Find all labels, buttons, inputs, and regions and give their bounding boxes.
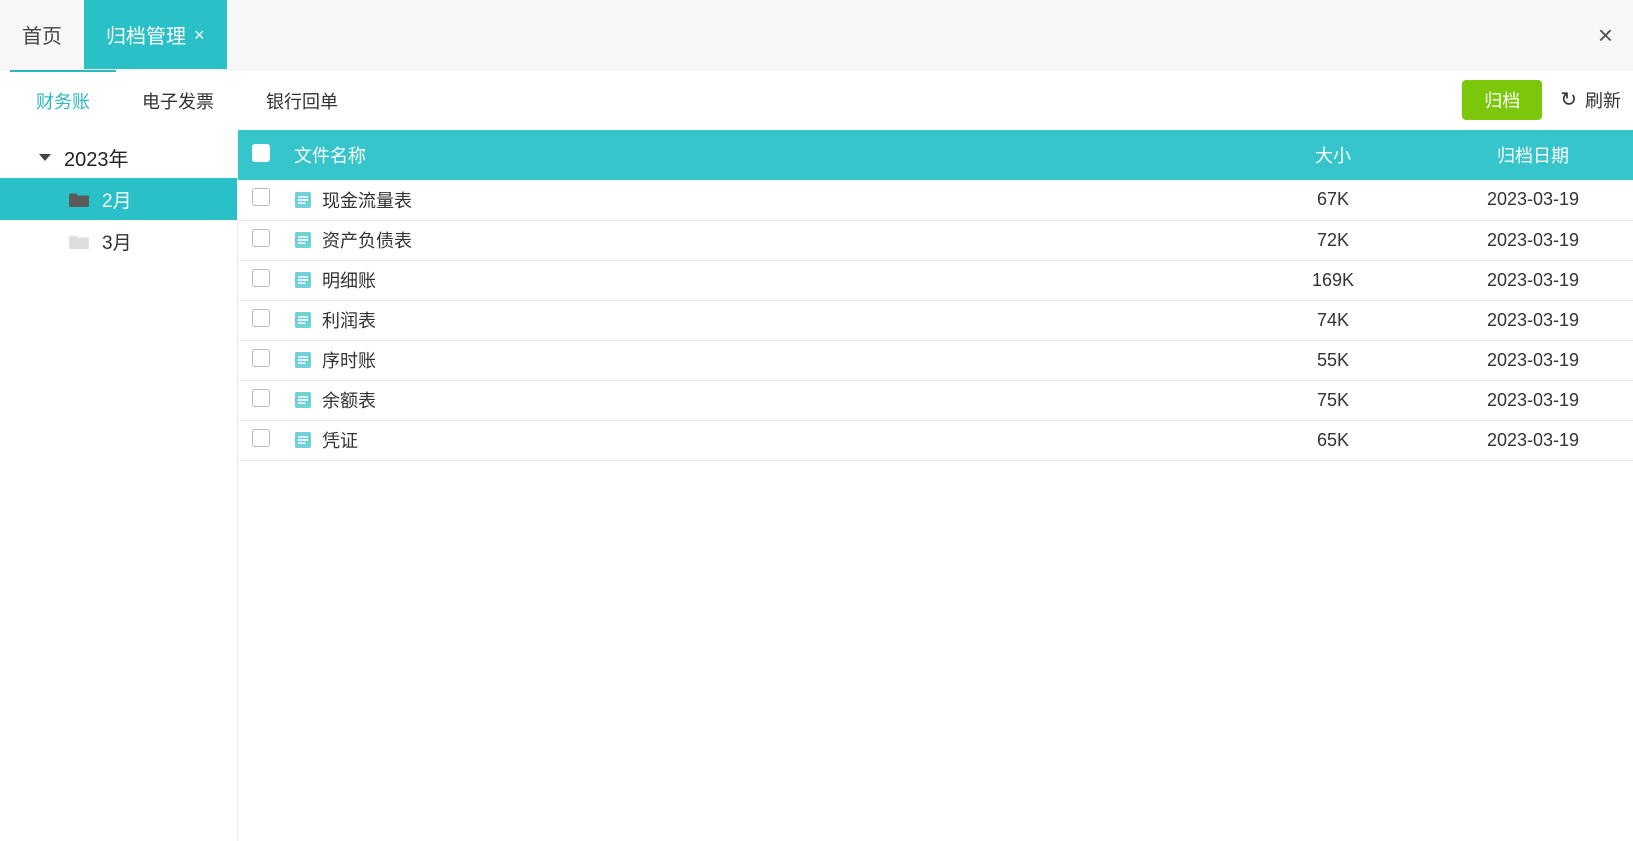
file-archive-date: 2023-03-19: [1433, 340, 1633, 380]
col-header-label: 归档日期: [1497, 146, 1569, 166]
folder-icon: [68, 191, 90, 207]
page-tab-label: 首页: [22, 20, 62, 49]
document-icon: [294, 191, 312, 209]
file-size: 74K: [1233, 300, 1433, 340]
file-name-cell: 利润表: [294, 307, 1223, 333]
page-tab-archive[interactable]: 归档管理 ×: [84, 0, 227, 69]
table-row[interactable]: 序时账 55K2023-03-19: [238, 340, 1633, 380]
row-checkbox[interactable]: [252, 349, 270, 367]
file-archive-date: 2023-03-19: [1433, 300, 1633, 340]
tab-bankreceipt[interactable]: 银行回单: [240, 70, 364, 130]
file-name-cell: 现金流量表: [294, 187, 1223, 213]
row-checkbox[interactable]: [252, 229, 270, 247]
tab-label: 银行回单: [266, 88, 338, 114]
tree-year-label: 2023年: [64, 143, 129, 172]
document-icon: [294, 351, 312, 369]
file-archive-date: 2023-03-19: [1433, 180, 1633, 220]
chevron-down-icon: [38, 146, 52, 169]
table-row[interactable]: 现金流量表 67K2023-03-19: [238, 180, 1633, 220]
select-all-checkbox[interactable]: [252, 144, 270, 162]
main: 2023年 2月 3月: [0, 130, 1633, 841]
file-size: 65K: [1233, 420, 1433, 460]
close-all-tabs-icon[interactable]: ×: [1598, 22, 1613, 48]
button-label: 归档: [1484, 91, 1520, 111]
folder-icon: [68, 233, 90, 249]
row-checkbox[interactable]: [252, 429, 270, 447]
file-name: 序时账: [322, 347, 376, 373]
table-row[interactable]: 资产负债表 72K2023-03-19: [238, 220, 1633, 260]
file-table: 文件名称 大小 归档日期 现金流量表67K2023-03-19资产负债表72K2…: [238, 130, 1633, 461]
document-icon: [294, 391, 312, 409]
row-checkbox[interactable]: [252, 309, 270, 327]
refresh-icon: ↻: [1560, 90, 1577, 110]
file-size: 72K: [1233, 220, 1433, 260]
file-name: 利润表: [322, 307, 376, 333]
module-tab-bar: 财务账 电子发票 银行回单: [0, 70, 364, 130]
document-icon: [294, 231, 312, 249]
row-checkbox[interactable]: [252, 389, 270, 407]
file-name-cell: 余额表: [294, 387, 1223, 413]
table-row[interactable]: 利润表 74K2023-03-19: [238, 300, 1633, 340]
tab-label: 财务账: [36, 88, 90, 114]
file-name: 凭证: [322, 427, 358, 453]
page-tab-home[interactable]: 首页: [0, 0, 84, 69]
document-icon: [294, 311, 312, 329]
page-tab-label: 归档管理: [106, 20, 186, 49]
tree-month-node[interactable]: 2月: [0, 178, 237, 220]
file-size: 169K: [1233, 260, 1433, 300]
folder-tree: 2023年 2月 3月: [0, 130, 238, 841]
document-icon: [294, 271, 312, 289]
col-header-date[interactable]: 归档日期: [1433, 130, 1633, 180]
table-row[interactable]: 余额表 75K2023-03-19: [238, 380, 1633, 420]
file-size: 55K: [1233, 340, 1433, 380]
file-name: 现金流量表: [322, 187, 412, 213]
tree-month-label: 3月: [102, 228, 132, 255]
file-archive-date: 2023-03-19: [1433, 260, 1633, 300]
close-icon[interactable]: ×: [194, 26, 205, 44]
refresh-button[interactable]: ↻ 刷新: [1560, 87, 1621, 113]
tree-month-label: 2月: [102, 186, 132, 213]
file-archive-date: 2023-03-19: [1433, 220, 1633, 260]
file-table-wrap: 文件名称 大小 归档日期 现金流量表67K2023-03-19资产负债表72K2…: [238, 130, 1633, 841]
document-icon: [294, 431, 312, 449]
table-header-row: 文件名称 大小 归档日期: [238, 130, 1633, 180]
file-size: 75K: [1233, 380, 1433, 420]
file-name: 资产负债表: [322, 227, 412, 253]
table-row[interactable]: 凭证 65K2023-03-19: [238, 420, 1633, 460]
file-name-cell: 序时账: [294, 347, 1223, 373]
col-header-size[interactable]: 大小: [1233, 130, 1433, 180]
row-checkbox[interactable]: [252, 269, 270, 287]
archive-button[interactable]: 归档: [1462, 80, 1542, 120]
tab-label: 电子发票: [142, 88, 214, 114]
file-archive-date: 2023-03-19: [1433, 380, 1633, 420]
col-header-label: 文件名称: [294, 146, 366, 166]
col-header-name[interactable]: 文件名称: [284, 130, 1233, 180]
page-tab-bar: 首页 归档管理 × ×: [0, 0, 1633, 70]
tab-finance[interactable]: 财务账: [10, 70, 116, 130]
table-row[interactable]: 明细账 169K2023-03-19: [238, 260, 1633, 300]
file-name: 余额表: [322, 387, 376, 413]
file-name-cell: 资产负债表: [294, 227, 1223, 253]
button-label: 刷新: [1585, 87, 1621, 113]
col-header-label: 大小: [1315, 146, 1351, 166]
file-name: 明细账: [322, 267, 376, 293]
toolbar: 财务账 电子发票 银行回单 归档 ↻ 刷新: [0, 70, 1633, 130]
file-size: 67K: [1233, 180, 1433, 220]
tree-year-node[interactable]: 2023年: [0, 136, 237, 178]
tab-einvoice[interactable]: 电子发票: [116, 70, 240, 130]
tree-month-node[interactable]: 3月: [0, 220, 237, 262]
file-name-cell: 凭证: [294, 427, 1223, 453]
row-checkbox[interactable]: [252, 188, 270, 206]
file-name-cell: 明细账: [294, 267, 1223, 293]
file-archive-date: 2023-03-19: [1433, 420, 1633, 460]
